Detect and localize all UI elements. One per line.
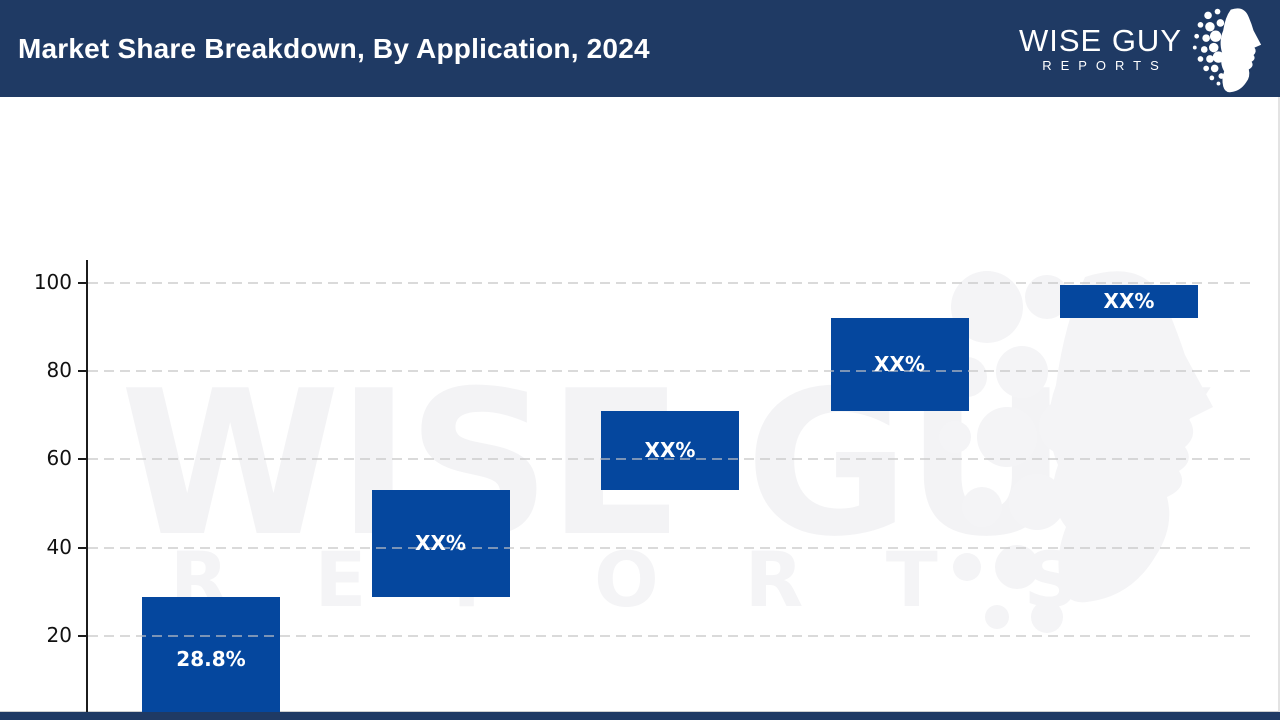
y-tick-label: 40 xyxy=(46,534,72,559)
bar xyxy=(1060,285,1198,319)
bar xyxy=(371,490,510,597)
header-bar: Market Share Breakdown, By Application, … xyxy=(0,0,1280,97)
grid-line xyxy=(88,370,1253,373)
y-tick-label: 80 xyxy=(46,358,72,383)
logo-head-icon xyxy=(1192,7,1262,92)
grid-line xyxy=(88,634,1253,637)
bar xyxy=(142,596,280,720)
bar-value-label: XX% xyxy=(644,437,696,462)
y-tick-mark xyxy=(78,458,86,461)
bar-value-label: XX% xyxy=(874,351,925,376)
y-tick-mark xyxy=(78,370,86,373)
y-tick-label: 100 xyxy=(33,270,72,294)
y-tick-label: 20 xyxy=(46,622,72,647)
brand-logo: WISE GUY REPORTS xyxy=(1019,4,1266,94)
y-tick-label: 60 xyxy=(46,446,72,471)
chart-area: WISE GUY REPORTS 28.8%XX%XX%XX%XX%020406… xyxy=(0,97,1280,720)
y-axis-line xyxy=(86,260,88,720)
bar-value-label: 28.8% xyxy=(176,647,246,672)
bar xyxy=(601,410,739,491)
bar-value-label: XX% xyxy=(1103,288,1155,313)
bar-value-label: XX% xyxy=(415,530,466,555)
grid-line xyxy=(88,546,1253,549)
y-tick-mark xyxy=(78,546,86,549)
watermark-head-graphic xyxy=(939,271,1213,633)
logo-text: WISE GUY REPORTS xyxy=(1018,22,1182,74)
logo-wordmark: WISE GUY xyxy=(1018,22,1182,58)
logo-subtext: REPORTS xyxy=(1042,57,1168,73)
watermark-subtext: REPORTS xyxy=(170,535,1165,624)
chart-layer: WISE GUY REPORTS 28.8%XX%XX%XX%XX%020406… xyxy=(0,97,1280,720)
footer-bar xyxy=(0,712,1280,720)
grid-line xyxy=(88,458,1253,461)
chart-title: Market Share Breakdown, By Application, … xyxy=(18,32,650,64)
y-tick-mark xyxy=(78,634,86,637)
bar xyxy=(830,318,969,411)
y-tick-mark xyxy=(78,282,86,284)
grid-line xyxy=(88,282,1253,284)
